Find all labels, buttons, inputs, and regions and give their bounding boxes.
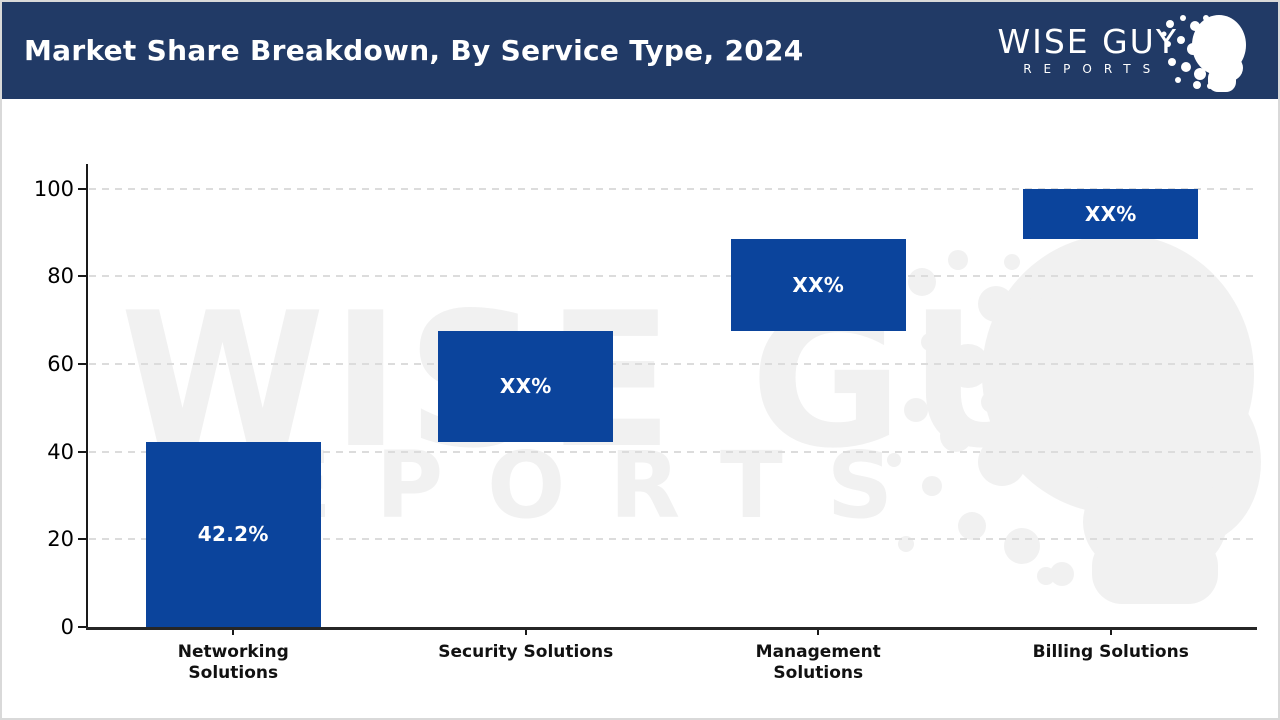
gridline [89,538,1257,541]
page-title: Market Share Breakdown, By Service Type,… [24,34,804,67]
y-tick-label: 20 [47,527,74,552]
y-axis-line [86,164,88,630]
y-tick-label: 0 [60,615,74,639]
bar-management-solutions: XX% [730,239,906,331]
logo-wordmark: WISE GUY [997,22,1178,61]
gridline [89,362,1257,365]
bar-value-label: XX% [792,273,845,298]
x-category-label: Security Solutions [438,642,614,662]
bar-value-label: XX% [1084,201,1137,226]
x-tick-mark [232,627,235,635]
x-tick-mark [1109,627,1112,635]
logo-text: WISE GUY REPORTS [997,25,1178,76]
header: Market Share Breakdown, By Service Type,… [2,2,1278,99]
y-tick-mark [78,626,87,628]
watermark-face-icon [887,234,1261,604]
x-category-label: Billing Solutions [1032,642,1189,662]
y-tick-mark [78,538,87,541]
wiseguy-logo: WISE GUY REPORTS [997,10,1252,92]
bar-security-solutions: XX% [438,331,614,442]
y-tick-label: 40 [47,439,74,464]
bar-networking-solutions: 42.2% [145,441,321,627]
x-axis-line [86,627,1257,630]
y-tick-mark [78,275,87,278]
y-tick-label: 100 [33,176,74,201]
bar-billing-solutions: XX% [1023,188,1199,240]
bar-value-label: XX% [499,374,552,399]
y-tick-mark [78,187,87,190]
y-tick-label: 60 [47,351,74,376]
logo-face-icon [1161,14,1246,92]
y-tick-mark [78,362,87,365]
x-tick-mark [817,627,820,635]
x-tick-mark [524,627,527,635]
gridline [89,450,1257,453]
x-category-label: Management Solutions [755,642,881,684]
y-tick-mark [78,450,87,453]
x-category-label: Networking Solutions [177,642,289,684]
y-tick-label: 80 [47,264,74,289]
logo-subtext: REPORTS [1023,62,1163,76]
gridline [89,275,1257,278]
bar-value-label: 42.2% [197,522,269,547]
gridline [89,187,1257,190]
